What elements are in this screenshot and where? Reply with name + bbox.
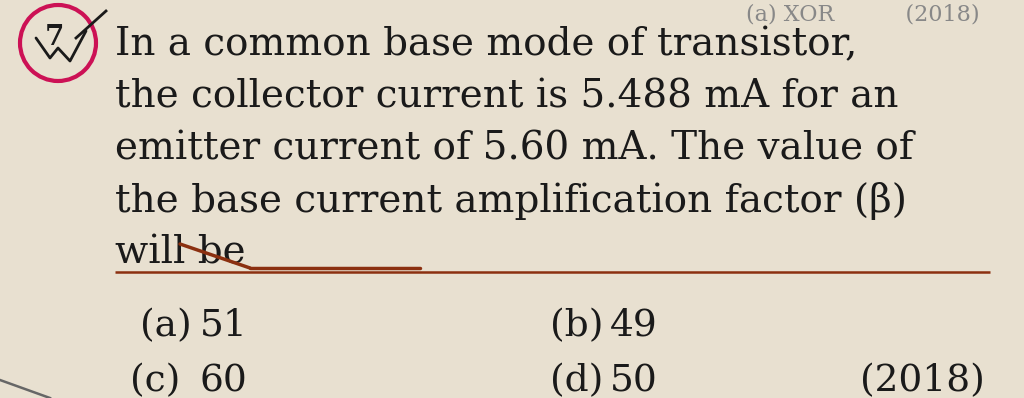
Text: In a common base mode of transistor,: In a common base mode of transistor, bbox=[115, 26, 857, 63]
Text: (b): (b) bbox=[550, 308, 603, 344]
Text: (a) XOR          (2018): (a) XOR (2018) bbox=[746, 3, 980, 25]
Text: will be: will be bbox=[115, 234, 246, 271]
Text: the collector current is 5.488 mA for an: the collector current is 5.488 mA for an bbox=[115, 78, 898, 115]
Text: 60: 60 bbox=[200, 363, 248, 398]
Text: 7: 7 bbox=[44, 23, 63, 51]
Text: emitter current of 5.60 mA. The value of: emitter current of 5.60 mA. The value of bbox=[115, 130, 913, 167]
Text: 49: 49 bbox=[610, 308, 657, 344]
Text: the base current amplification factor (β): the base current amplification factor (β… bbox=[115, 182, 907, 220]
Text: 50: 50 bbox=[610, 363, 657, 398]
Text: (a): (a) bbox=[140, 308, 191, 344]
Text: (2018): (2018) bbox=[860, 363, 985, 398]
Text: (c): (c) bbox=[130, 363, 180, 398]
Text: (d): (d) bbox=[550, 363, 603, 398]
Text: 51: 51 bbox=[200, 308, 248, 344]
